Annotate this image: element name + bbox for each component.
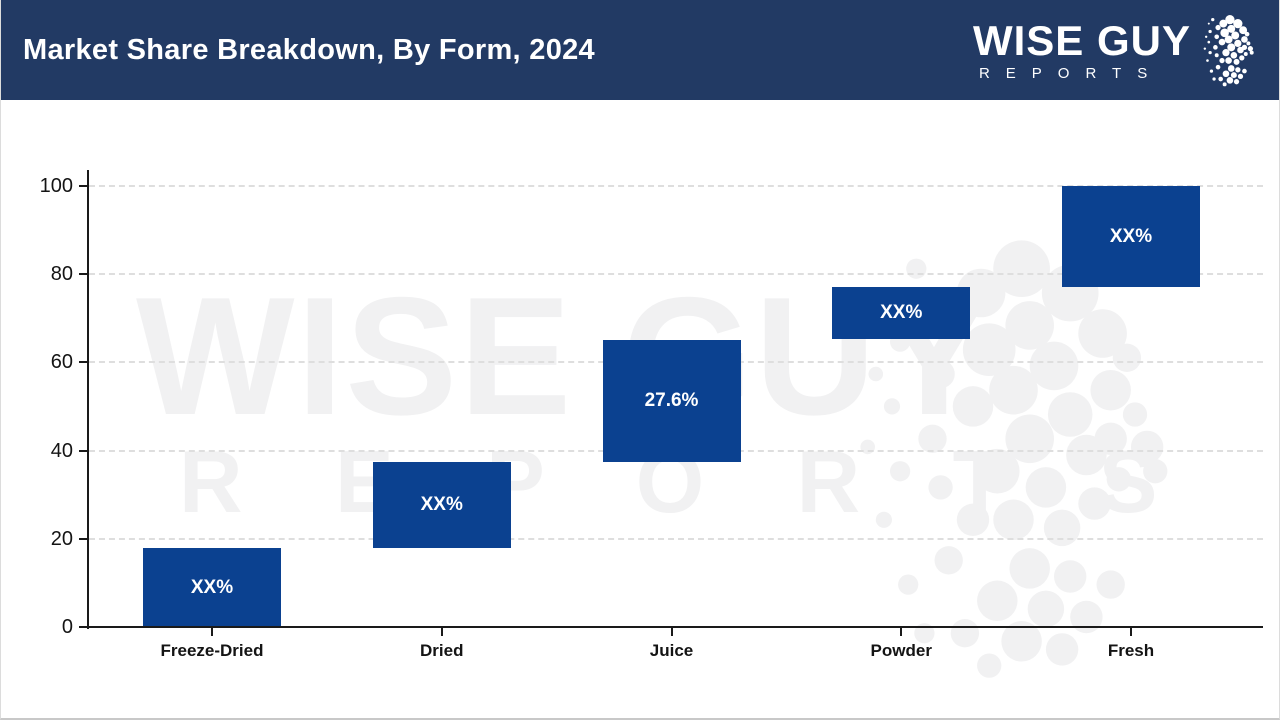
x-axis-label-dried: Dried [420,641,464,660]
y-axis-tick-label-100: 100 [39,175,73,197]
bar-powder: XX% [832,287,971,340]
x-tick-freeze-dried [211,628,213,636]
y-tick-80 [79,273,87,276]
bar-juice: 27.6% [602,339,741,462]
x-axis-label-freeze-dried: Freeze-Dried [160,641,264,660]
x-axis-line [87,626,1263,628]
page-title: Market Share Breakdown, By Form, 2024 [23,33,595,66]
x-tick-powder [900,628,903,636]
x-tick-dried [440,628,443,636]
bar-freeze-dried: XX% [143,548,281,627]
logo-text: WISE GUY REPORTS [972,16,1191,82]
bar-dried: XX% [372,461,511,549]
x-tick-juice [670,628,673,636]
bar-value-label-powder: XX% [880,302,923,324]
logo-subtitle: REPORTS [978,64,1164,82]
x-axis-label-juice: Juice [649,641,694,660]
y-axis-line [87,170,89,629]
bar-value-label-juice: 27.6% [644,389,699,411]
y-tick-40 [79,449,87,452]
bar-value-label-dried: XX% [420,493,463,515]
wiseguy-logo: WISE GUY REPORTS [973,8,1255,92]
bar-value-label-fresh: XX% [1109,225,1153,247]
y-axis-tick-label-0: 0 [61,616,73,638]
y-axis-tick-label-80: 80 [50,263,73,286]
y-axis-tick-label-20: 20 [50,527,73,550]
y-axis-tick-label-60: 60 [50,351,73,374]
header: Market Share Breakdown, By Form, 2024 WI… [1,0,1279,100]
gridline-100 [89,185,1263,187]
y-tick-20 [79,537,87,540]
logo-wordmark: WISE GUY [972,16,1191,64]
y-axis-tick-label-40: 40 [50,439,73,462]
x-axis-label-powder: Powder [870,641,932,660]
gridline-80 [89,273,1263,276]
gridline-20 [89,537,1263,540]
logo-head-icon [1203,15,1254,87]
bar-value-label-freeze-dried: XX% [190,576,234,598]
x-tick-fresh [1130,628,1132,636]
y-tick-100 [79,185,87,187]
x-axis-label-fresh: Fresh [1107,641,1155,660]
bar-fresh: XX% [1062,186,1200,288]
y-tick-0 [79,626,87,628]
y-tick-60 [79,361,87,364]
